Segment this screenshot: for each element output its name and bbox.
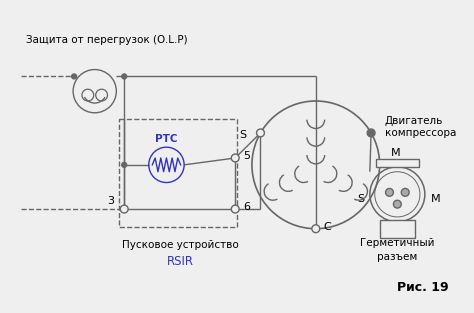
Circle shape <box>401 188 409 196</box>
Text: компрессора: компрессора <box>384 128 456 138</box>
Circle shape <box>120 205 128 213</box>
Text: S: S <box>357 194 364 204</box>
Text: M: M <box>431 194 440 204</box>
Circle shape <box>231 205 239 213</box>
Circle shape <box>231 154 239 162</box>
Text: PTC: PTC <box>155 134 178 144</box>
Circle shape <box>367 129 375 137</box>
Bar <box>119 119 237 227</box>
Text: разъем: разъем <box>377 252 418 262</box>
Text: 3: 3 <box>107 196 114 206</box>
Circle shape <box>368 130 374 136</box>
Circle shape <box>256 129 264 137</box>
Text: Двигатель: Двигатель <box>384 115 443 126</box>
Text: Герметичный: Герметичный <box>360 239 435 249</box>
Circle shape <box>122 74 127 79</box>
Bar <box>380 220 415 238</box>
Circle shape <box>122 162 127 167</box>
Text: C: C <box>324 222 331 232</box>
Text: Защита от перегрузок (O.L.P): Защита от перегрузок (O.L.P) <box>26 35 188 45</box>
Text: S: S <box>239 130 247 140</box>
Circle shape <box>72 74 77 79</box>
Circle shape <box>312 225 320 233</box>
Circle shape <box>385 188 393 196</box>
Text: Пусковое устройство: Пусковое устройство <box>122 240 238 250</box>
Text: Рис. 19: Рис. 19 <box>397 281 448 294</box>
Text: RSIR: RSIR <box>167 255 194 268</box>
Circle shape <box>393 200 401 208</box>
Text: 5: 5 <box>243 151 250 161</box>
Text: M: M <box>391 148 400 158</box>
Text: 6: 6 <box>243 202 250 212</box>
Bar <box>376 159 419 167</box>
